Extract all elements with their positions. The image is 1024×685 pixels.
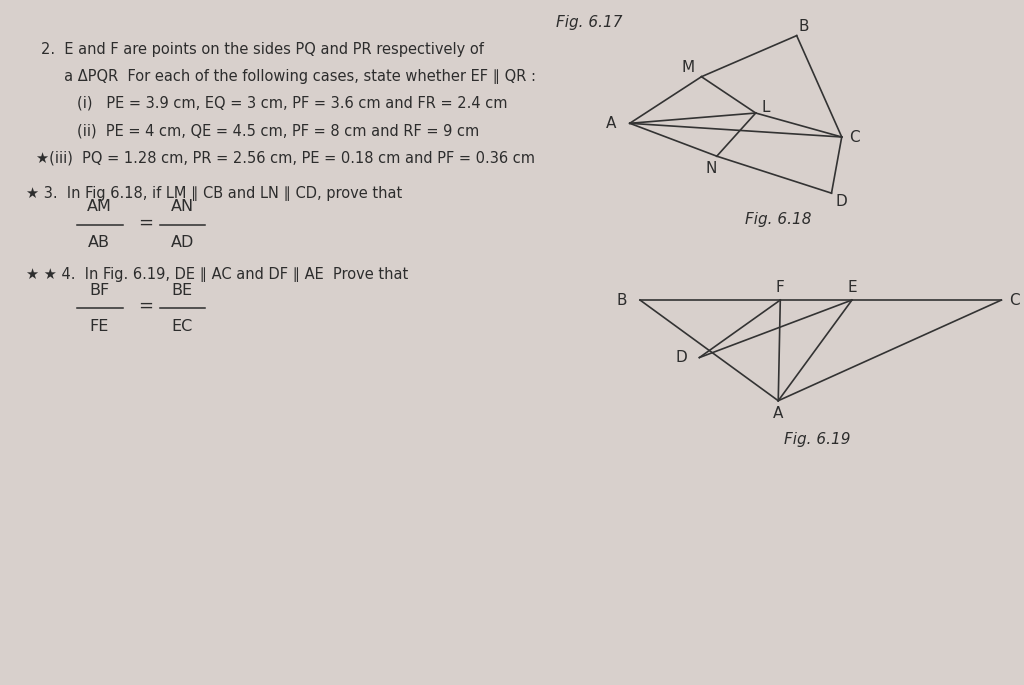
- Text: ★ ★ 4.  In Fig. 6.19, DE ∥ AC and DF ∥ AE  Prove that: ★ ★ 4. In Fig. 6.19, DE ∥ AC and DF ∥ AE…: [26, 267, 408, 282]
- Text: (ii)  PE = 4 cm, QE = 4.5 cm, PF = 8 cm and RF = 9 cm: (ii) PE = 4 cm, QE = 4.5 cm, PF = 8 cm a…: [77, 123, 479, 138]
- Text: FE: FE: [90, 319, 109, 334]
- Text: ★ 3.  In Fig 6.18, if LM ∥ CB and LN ∥ CD, prove that: ★ 3. In Fig 6.18, if LM ∥ CB and LN ∥ CD…: [26, 186, 401, 201]
- Text: EC: EC: [172, 319, 193, 334]
- Text: E: E: [847, 280, 857, 295]
- Text: Fig. 6.19: Fig. 6.19: [784, 432, 850, 447]
- Text: M: M: [682, 60, 694, 75]
- Text: A: A: [773, 406, 783, 421]
- Text: D: D: [675, 350, 687, 365]
- Text: (i)   PE = 3.9 cm, EQ = 3 cm, PF = 3.6 cm and FR = 2.4 cm: (i) PE = 3.9 cm, EQ = 3 cm, PF = 3.6 cm …: [77, 96, 507, 111]
- Text: C: C: [849, 129, 859, 145]
- Text: D: D: [836, 194, 848, 209]
- Text: B: B: [616, 292, 627, 308]
- Text: 2.  E and F are points on the sides PQ and PR respectively of: 2. E and F are points on the sides PQ an…: [41, 42, 483, 58]
- Text: Fig. 6.18: Fig. 6.18: [745, 212, 811, 227]
- Text: L: L: [762, 100, 770, 115]
- Text: AD: AD: [171, 235, 194, 250]
- Text: =: =: [138, 297, 153, 315]
- Text: BE: BE: [172, 283, 193, 298]
- Text: A: A: [606, 116, 616, 131]
- Text: N: N: [706, 161, 718, 176]
- Text: F: F: [776, 280, 784, 295]
- Text: a ΔPQR  For each of the following cases, state whether EF ∥ QR :: a ΔPQR For each of the following cases, …: [41, 68, 536, 84]
- Text: ★(iii)  PQ = 1.28 cm, PR = 2.56 cm, PE = 0.18 cm and PF = 0.36 cm: ★(iii) PQ = 1.28 cm, PR = 2.56 cm, PE = …: [36, 151, 535, 166]
- Text: AM: AM: [87, 199, 112, 214]
- Text: AN: AN: [171, 199, 194, 214]
- Text: C: C: [1010, 292, 1020, 308]
- Text: =: =: [138, 214, 153, 232]
- Text: B: B: [799, 19, 809, 34]
- Text: AB: AB: [88, 235, 111, 250]
- Text: BF: BF: [89, 283, 110, 298]
- Text: Fig. 6.17: Fig. 6.17: [556, 15, 622, 30]
